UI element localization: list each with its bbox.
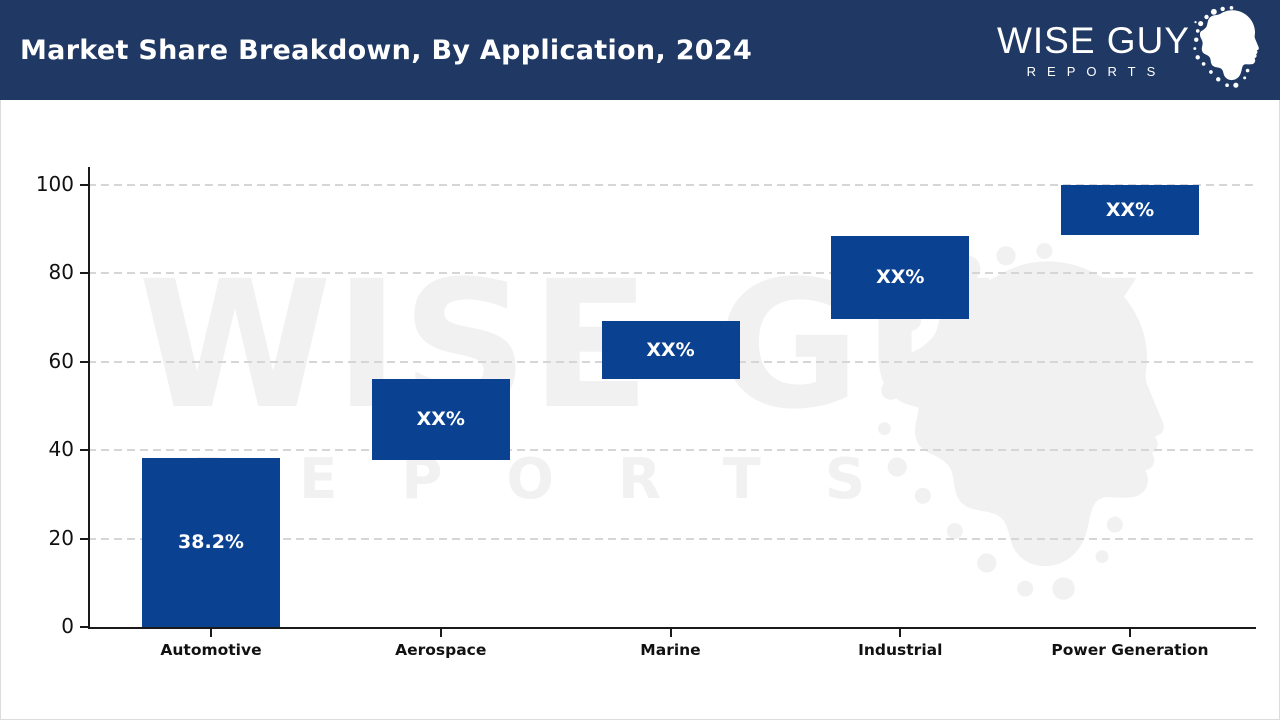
y-tick <box>80 272 88 274</box>
x-category-label: Aerospace <box>395 641 487 659</box>
wiseguy-logo: WISE GUY REPORTS <box>997 6 1268 94</box>
y-tick <box>80 449 88 451</box>
x-tick <box>210 629 212 637</box>
waterfall-bar-aerospace: XX% <box>371 379 510 460</box>
x-tick <box>669 629 672 637</box>
y-axis-line <box>88 166 90 629</box>
chart-area: WISE GUY REPORTS 02040608010038.2%Automo… <box>0 100 1280 720</box>
bar-value-label: XX% <box>876 266 925 289</box>
x-axis-line <box>88 627 1256 629</box>
bar-value-label: XX% <box>416 408 465 431</box>
waterfall-bar-marine: XX% <box>601 320 740 380</box>
x-category-label: Marine <box>640 641 701 659</box>
logo-subtitle: REPORTS <box>1026 63 1167 79</box>
y-tick-label: 100 <box>35 171 74 196</box>
x-tick <box>439 629 442 637</box>
y-tick <box>80 537 88 540</box>
y-tick-label: 20 <box>48 525 74 550</box>
y-tick <box>80 360 88 363</box>
page-title: Market Share Breakdown, By Application, … <box>20 34 753 66</box>
y-gridline <box>88 183 1256 186</box>
y-tick-label: 60 <box>48 348 74 373</box>
logo-text: WISE GUY REPORTS <box>997 22 1190 79</box>
header: Market Share Breakdown, By Application, … <box>0 0 1280 100</box>
x-tick <box>899 629 902 637</box>
waterfall-chart: 0 20 40 60 80 100 38.2% Automotive XX% Aerospace X… <box>0 100 1280 720</box>
waterfall-bar-industrial: XX% <box>831 235 970 320</box>
waterfall-bar-power-generation: XX% <box>1061 184 1199 235</box>
bar-value-label: 38.2% <box>178 531 244 554</box>
y-tick-label: 40 <box>48 437 74 461</box>
waterfall-bar-automotive: 38.2% <box>142 457 280 627</box>
bar-value-label: XX% <box>1105 198 1155 221</box>
watermark-subtitle: REPORTS <box>192 447 930 512</box>
y-tick-label: 0 <box>61 614 74 638</box>
y-tick <box>80 183 88 186</box>
bar-value-label: XX% <box>646 338 695 361</box>
y-tick-label: 80 <box>48 260 74 284</box>
y-gridline <box>88 272 1256 274</box>
x-category-label: Automotive <box>160 641 262 659</box>
y-gridline <box>88 449 1256 451</box>
x-category-label: Industrial <box>858 641 943 659</box>
logo-wordmark: WISE GUY <box>996 19 1190 61</box>
x-tick <box>1129 629 1131 637</box>
y-gridline <box>88 537 1256 540</box>
x-category-label: Power Generation <box>1051 641 1209 659</box>
logo-head-icon <box>1193 6 1259 88</box>
y-tick <box>80 626 88 628</box>
